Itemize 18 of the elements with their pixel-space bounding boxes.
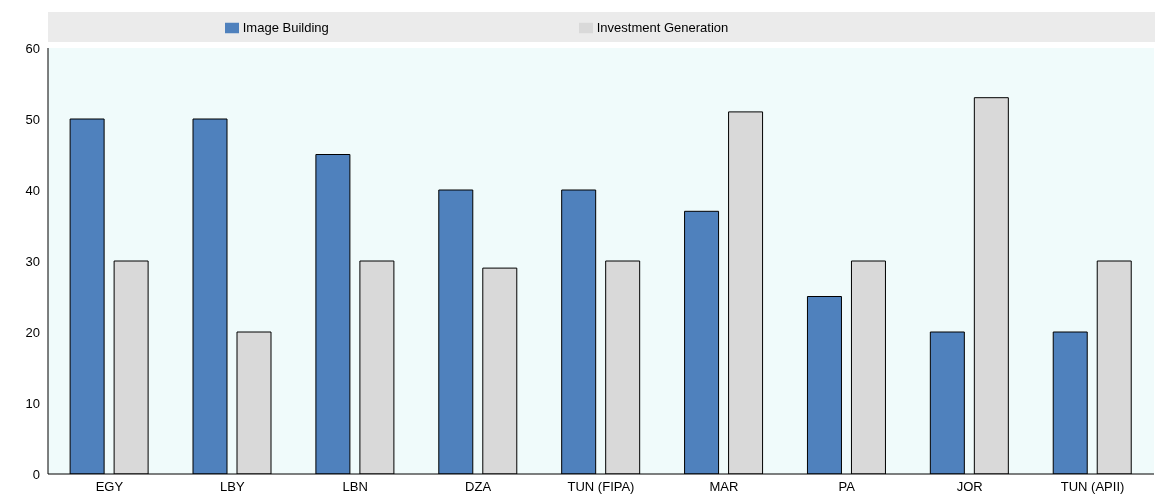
x-tick-label: TUN (FIPA) [567, 479, 635, 495]
legend-label: Investment Generation [596, 20, 729, 35]
x-tick-label: LBN [342, 479, 368, 495]
y-tick-label: 20 [25, 324, 40, 340]
x-tick-label: MAR [709, 479, 739, 495]
x-tick-label: LBY [220, 479, 245, 495]
y-tick-label: 40 [25, 182, 40, 198]
x-tick-label: TUN (APII) [1060, 479, 1125, 495]
x-tick-label: PA [838, 479, 856, 495]
y-tick-label: 50 [25, 111, 40, 127]
y-tick-label: 60 [25, 40, 40, 56]
x-tick-label: DZA [465, 479, 492, 495]
y-tick-label: 10 [25, 395, 40, 411]
y-tick-label: 0 [32, 466, 40, 482]
x-tick-label: EGY [95, 479, 124, 495]
x-tick-label: JOR [956, 479, 983, 495]
legend-label: Image Building [242, 20, 329, 35]
y-tick-label: 30 [25, 253, 40, 269]
